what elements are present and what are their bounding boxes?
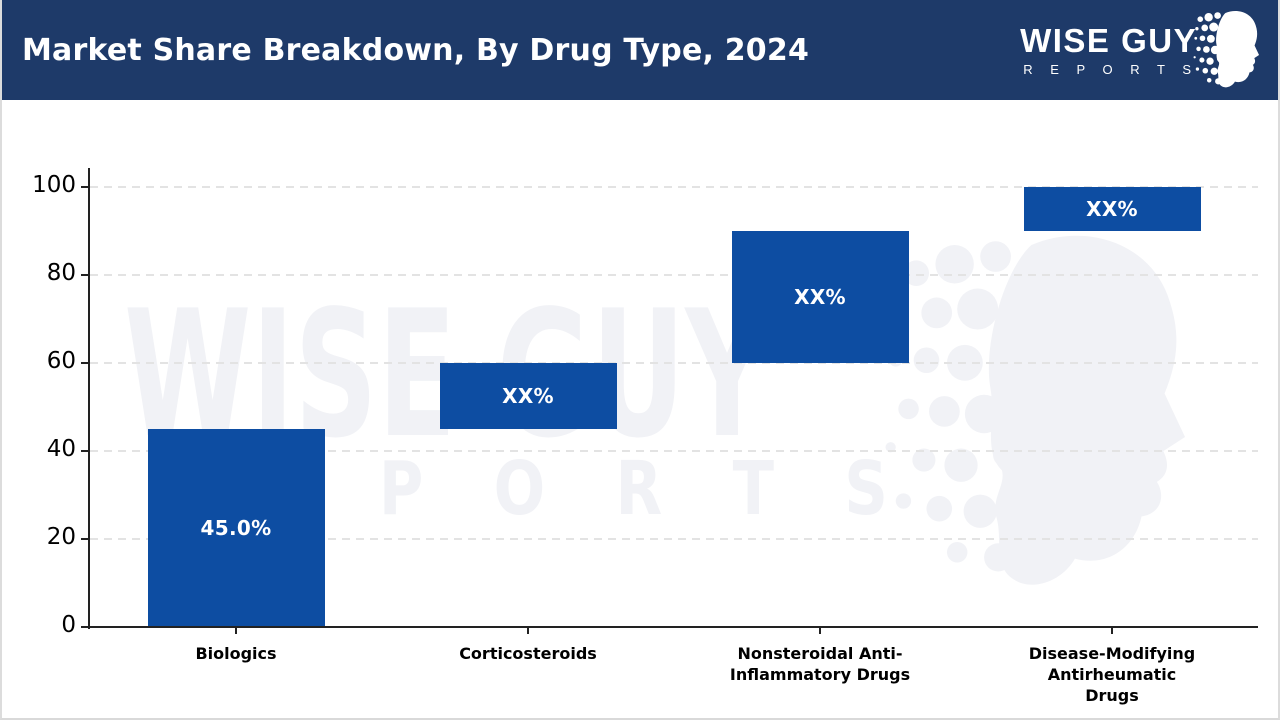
header: Market Share Breakdown, By Drug Type, 20… [2,0,1278,100]
x-category-label-corticosteroids: Corticosteroids [459,644,597,663]
bar-biologics: 45.0% [147,429,325,627]
y-tick-label-20: 20 [46,524,76,550]
brand-head-icon [1190,8,1262,92]
bar-nonsteroidal-anti-inflammatory-drugs: XX% [731,231,909,363]
y-tick-mark-20 [81,538,90,540]
gridline-100 [90,186,1258,188]
chart-area: WISE GUY R E P O R T S 0 20 40 60 80 100 45.0%… [2,100,1278,718]
x-category-label-nonsteroidal-anti-inflammatory-drugs: Nonsteroidal Anti- Inflammatory Drugs [729,644,911,685]
x-tick-mark-nonsteroidal-anti-inflammatory-drugs [819,627,821,634]
x-tick-mark-corticosteroids [527,627,529,634]
bar-corticosteroids: XX% [439,363,617,429]
y-tick-label-0: 0 [61,612,76,638]
brand-logo: WISE GUY R E P O R T S [1019,6,1262,94]
y-tick-label-100: 100 [32,172,76,198]
y-tick-mark-40 [81,450,90,452]
y-tick-mark-60 [81,362,90,364]
x-category-label-biologics: Biologics [195,644,277,663]
gridline-40 [90,450,1258,452]
bar-value-label: XX% [1086,197,1138,221]
x-tick-mark-biologics [235,627,237,634]
y-tick-label-60: 60 [46,348,76,374]
bar-disease-modifying-antirheumatic-drugs: XX% [1023,187,1201,231]
x-axis-line [88,626,1258,628]
gridline-60 [90,362,1258,364]
y-tick-label-40: 40 [46,436,76,462]
gridline-80 [90,274,1258,276]
y-tick-mark-80 [81,274,90,276]
gridline-20 [90,538,1258,540]
x-category-label-disease-modifying-antirheumatic-drugs: Disease-Modifying Antirheumatic Drugs [1028,644,1196,706]
brand-subtitle: R E P O R T S [1023,61,1198,77]
y-axis-line [88,168,90,629]
brand-logo-text: WISE GUY R E P O R T S [1019,24,1198,77]
bar-value-label: XX% [502,384,554,408]
bar-value-label: XX% [794,285,846,309]
waterfall-chart: 0 20 40 60 80 100 45.0% Biologics XX% Corticoster… [2,100,1278,718]
y-tick-mark-100 [81,186,90,188]
y-tick-mark-0 [81,626,90,628]
page-title: Market Share Breakdown, By Drug Type, 20… [22,32,810,68]
brand-name: WISE GUY [1020,21,1198,59]
y-tick-label-80: 80 [46,260,76,286]
bar-value-label: 45.0% [200,516,272,540]
x-tick-mark-disease-modifying-antirheumatic-drugs [1111,627,1113,634]
